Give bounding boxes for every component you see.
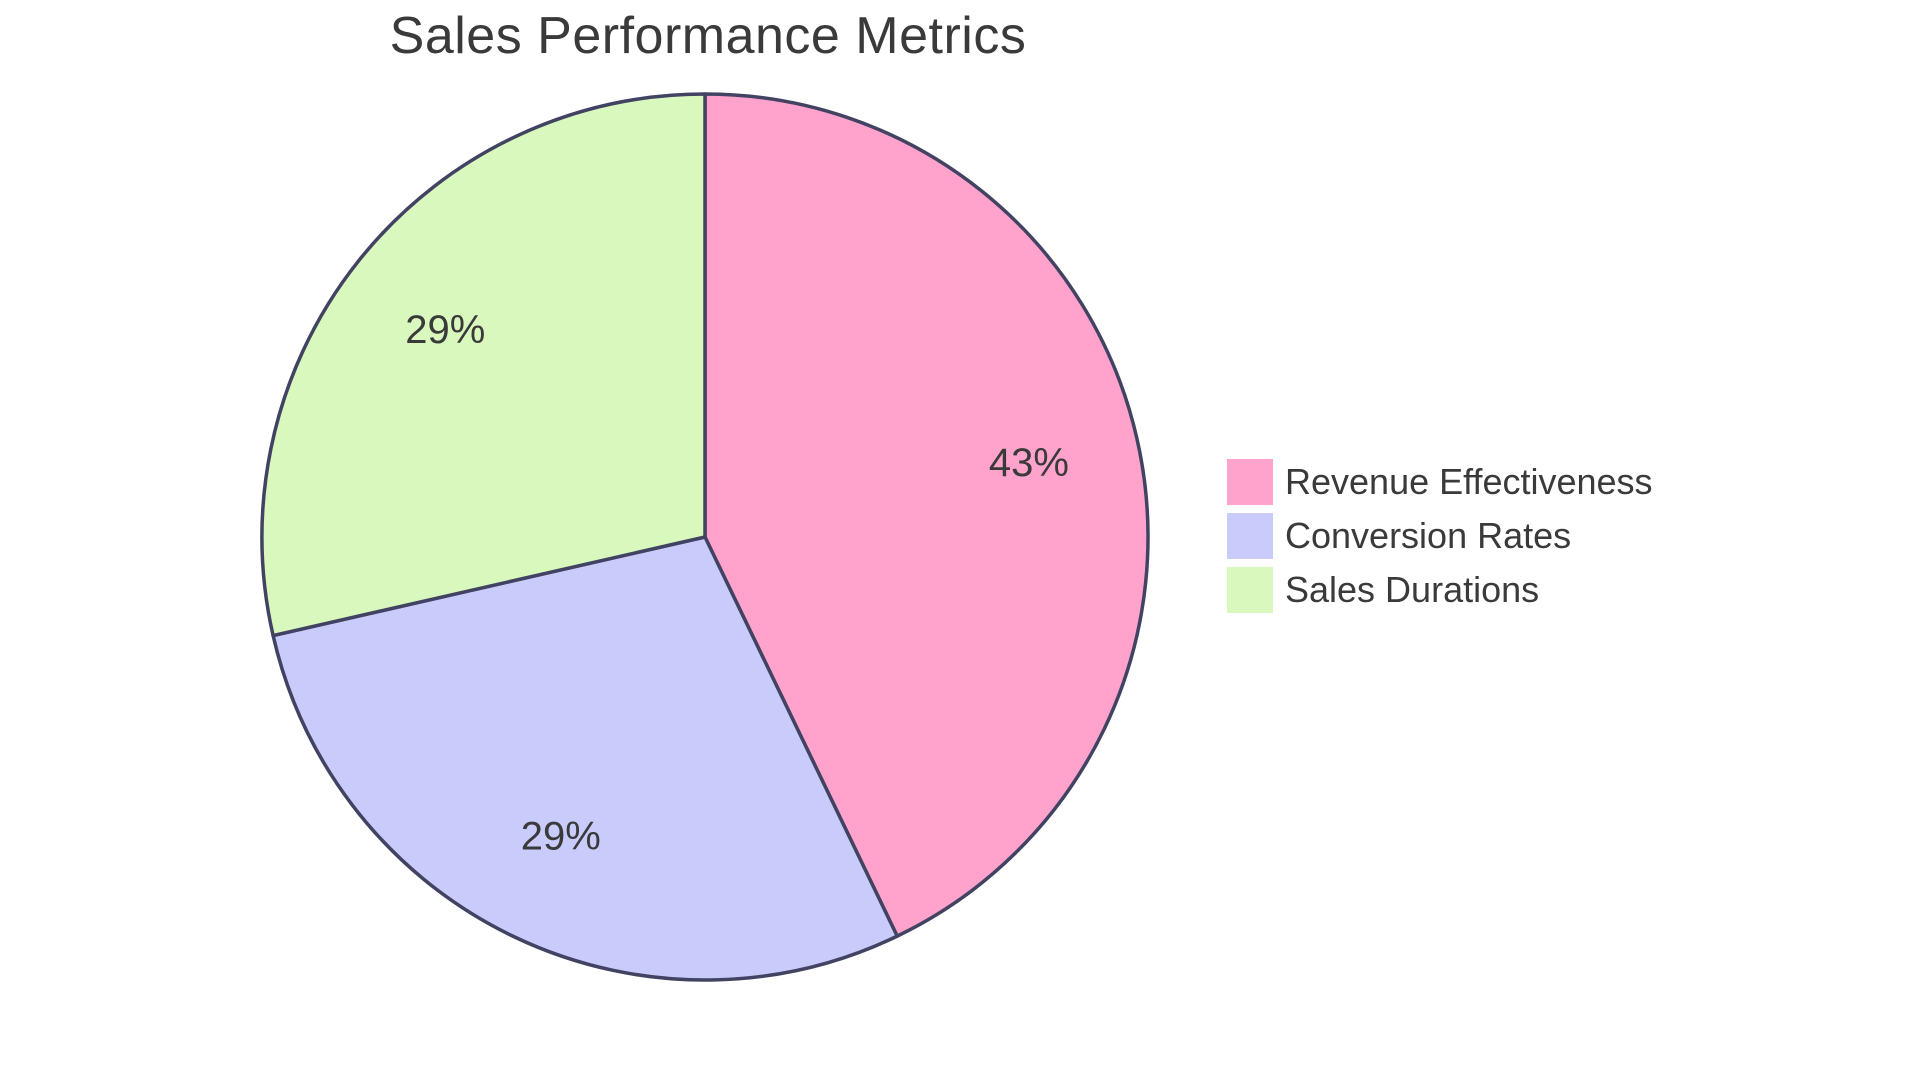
legend-label-conversion-rates: Conversion Rates: [1285, 515, 1572, 556]
legend-swatch-conversion-rates: [1227, 513, 1273, 559]
legend: Revenue Effectiveness Conversion Rates S…: [1227, 459, 1653, 621]
legend-label-sales-durations: Sales Durations: [1285, 569, 1540, 610]
pie-percent-label-revenue-effectiveness: 43%: [989, 441, 1069, 485]
legend-swatch-revenue-effectiveness: [1227, 459, 1273, 505]
legend-item: Revenue Effectiveness: [1227, 459, 1653, 505]
pie-percent-label-sales-durations: 29%: [405, 308, 485, 352]
chart-title: Sales Performance Metrics: [389, 7, 1027, 65]
pie-slice-sales-durations: [260, 92, 707, 638]
legend-label-revenue-effectiveness: Revenue Effectiveness: [1285, 461, 1653, 502]
legend-swatch-sales-durations: [1227, 567, 1273, 613]
pie-percent-label-conversion-rates: 29%: [521, 814, 601, 858]
pie-slice-conversion-rates: [271, 535, 899, 982]
legend-item: Conversion Rates: [1227, 513, 1653, 559]
legend-item: Sales Durations: [1227, 567, 1653, 613]
pie-slice-revenue-effectiveness: [703, 92, 1150, 938]
